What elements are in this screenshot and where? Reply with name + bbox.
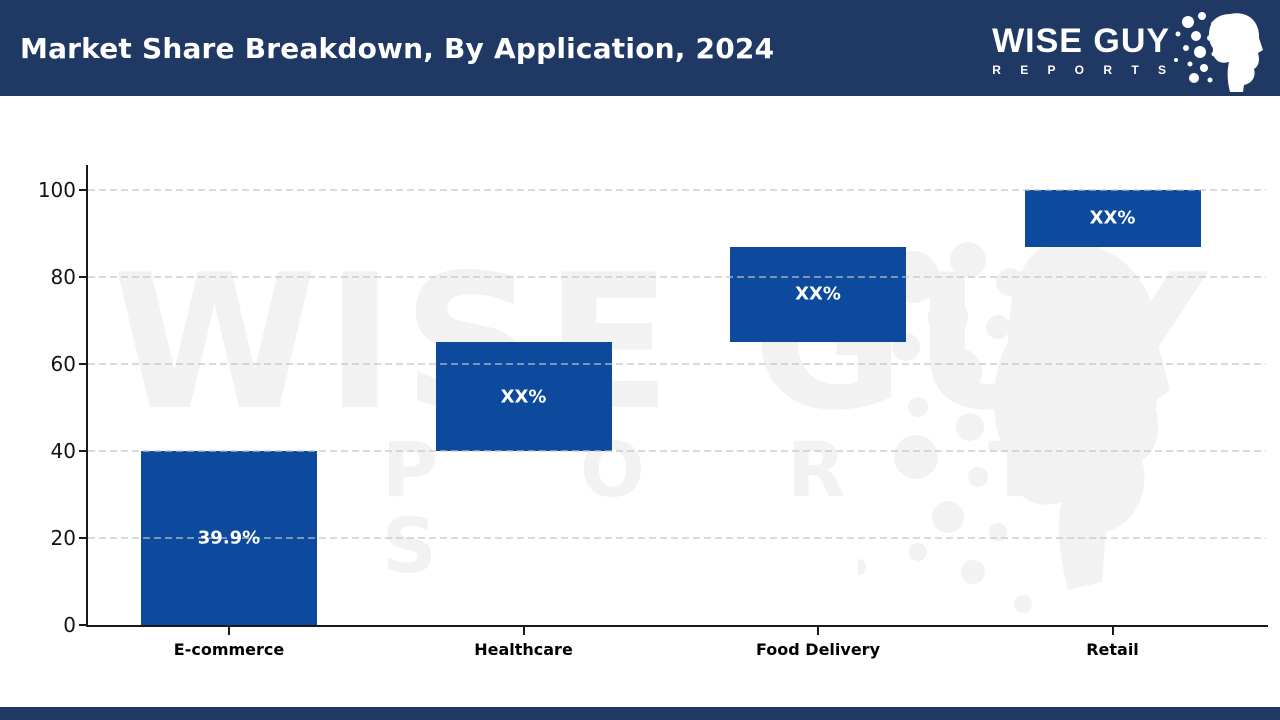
y-tick-mark [79, 450, 88, 452]
y-tick-mark [79, 537, 88, 539]
gridline-100 [88, 189, 1266, 191]
x-tick-mark [1111, 627, 1114, 635]
gridline-20 [88, 537, 1266, 539]
x-axis-line [86, 625, 1268, 627]
x-category-label-healthcare: Healthcare [474, 640, 573, 659]
gridline-40 [88, 450, 1266, 452]
bar-food-delivery [730, 246, 906, 343]
header-bar: Market Share Breakdown, By Application, … [0, 0, 1280, 96]
y-tick-mark [79, 363, 88, 365]
y-tick-label-40: 40 [50, 439, 76, 463]
brand-logo-text: WISE GUY R E P O R T S [988, 22, 1174, 77]
bar-healthcare [435, 342, 612, 451]
y-tick-mark [79, 624, 88, 626]
bar-value-label: XX% [795, 283, 841, 305]
bar-value-label: 39.9% [197, 527, 261, 549]
brand-logo-wordmark: WISE GUY [992, 22, 1171, 60]
page-title: Market Share Breakdown, By Application, … [20, 31, 775, 65]
gridline-60 [88, 363, 1266, 365]
y-tick-label-80: 80 [50, 265, 76, 289]
gridline-80 [88, 276, 1266, 278]
y-tick-label-100: 100 [37, 178, 76, 202]
y-tick-mark [79, 189, 88, 191]
x-tick-mark [817, 627, 819, 635]
bar-value-label: XX% [500, 386, 547, 408]
x-tick-mark [228, 627, 230, 635]
brand-logo: WISE GUY R E P O R T S [992, 8, 1266, 92]
y-tick-label-60: 60 [50, 352, 76, 376]
y-tick-label-0: 0 [63, 613, 76, 637]
bar-retail [1024, 190, 1201, 247]
watermark-head-icon [858, 242, 1170, 613]
footer-bar [0, 707, 1280, 720]
brand-logo-subtext: R E P O R T S [992, 63, 1174, 77]
brand-head-icon [1174, 12, 1263, 92]
x-category-label-food-delivery: Food Delivery [756, 640, 880, 659]
y-tick-label-20: 20 [50, 526, 76, 550]
x-category-label-retail: Retail [1086, 640, 1139, 659]
x-category-label-e-commerce: E-commerce [173, 640, 285, 659]
x-tick-mark [522, 627, 525, 635]
y-tick-mark [79, 276, 88, 278]
bar-value-label: XX% [1089, 207, 1136, 229]
y-axis-line [86, 165, 88, 627]
